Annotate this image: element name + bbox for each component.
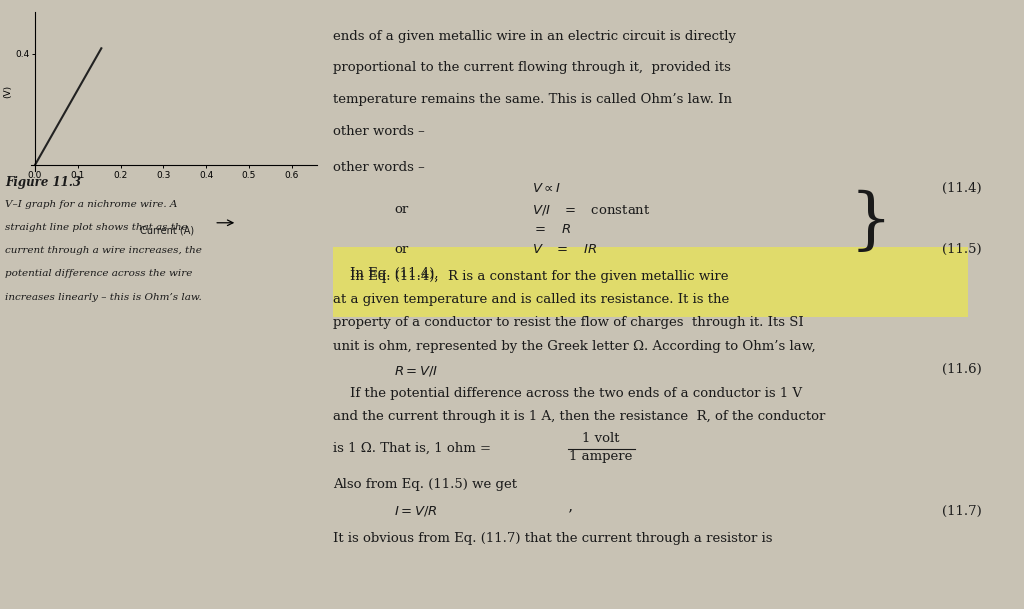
Text: proportional to the current flowing through it,  provided its: proportional to the current flowing thro…: [333, 62, 731, 74]
Text: property of a conductor to resist the flow of charges  through it. Its SI: property of a conductor to resist the fl…: [333, 317, 804, 329]
Text: Figure 11.3: Figure 11.3: [5, 176, 81, 189]
Text: (11.6): (11.6): [942, 363, 982, 376]
Text: 1 volt: 1 volt: [583, 432, 620, 445]
Text: It is obvious from Eq. (11.7) that the current through a resistor is: It is obvious from Eq. (11.7) that the c…: [333, 532, 772, 545]
Text: (11.5): (11.5): [942, 244, 982, 256]
Text: is 1 Ω. That is, 1 ohm =: is 1 Ω. That is, 1 ohm =: [333, 442, 495, 455]
Text: Current (A): Current (A): [139, 226, 194, 236]
Text: temperature remains the same. This is called Ohm’s law. In: temperature remains the same. This is ca…: [333, 93, 732, 106]
Text: unit is ohm, represented by the Greek letter Ω. According to Ohm’s law,: unit is ohm, represented by the Greek le…: [333, 340, 815, 353]
Text: $V \quad = \quad IR$: $V \quad = \quad IR$: [532, 244, 597, 256]
Text: If the potential difference across the two ends of a conductor is 1 V: If the potential difference across the t…: [333, 387, 802, 400]
Text: increases linearly – this is Ohm’s law.: increases linearly – this is Ohm’s law.: [5, 293, 202, 301]
Text: or: or: [394, 244, 409, 256]
Text: (11.7): (11.7): [942, 505, 982, 518]
Text: or: or: [394, 203, 409, 216]
Text: current through a wire increases, the: current through a wire increases, the: [5, 247, 202, 255]
Text: potential difference across the wire: potential difference across the wire: [5, 270, 193, 278]
Text: straight line plot shows that as the: straight line plot shows that as the: [5, 224, 187, 232]
Text: 1 ampere: 1 ampere: [569, 451, 633, 463]
Text: In Eq. (11.4),: In Eq. (11.4),: [333, 267, 446, 280]
Text: other words –: other words –: [333, 125, 425, 138]
Text: ’: ’: [568, 508, 573, 522]
Y-axis label: Poten
tial
(V): Poten tial (V): [0, 79, 12, 104]
Text: other words –: other words –: [333, 161, 425, 174]
Text: In Eq. (11.4),   R is a constant for the given metallic wire: In Eq. (11.4), R is a constant for the g…: [333, 270, 728, 283]
Text: ends of a given metallic wire in an electric circuit is directly: ends of a given metallic wire in an elec…: [333, 30, 736, 43]
Text: }: }: [850, 189, 893, 255]
Text: $V/I$   $=$   constant: $V/I$ $=$ constant: [532, 203, 651, 217]
Text: at a given temperature and is called its resistance. It is the: at a given temperature and is called its…: [333, 294, 729, 306]
Text: Also from Eq. (11.5) we get: Also from Eq. (11.5) we get: [333, 479, 517, 491]
Text: $R = V/I$: $R = V/I$: [394, 364, 439, 378]
Text: $V \propto I$: $V \propto I$: [532, 182, 562, 195]
Text: V–I graph for a nichrome wire. A: V–I graph for a nichrome wire. A: [5, 200, 177, 209]
Text: $= \quad R$: $= \quad R$: [532, 223, 571, 236]
Text: and the current through it is 1 A, then the resistance  R, of the conductor: and the current through it is 1 A, then …: [333, 410, 825, 423]
Text: (11.4): (11.4): [942, 182, 982, 195]
Text: $I = V/R$: $I = V/R$: [394, 504, 437, 518]
